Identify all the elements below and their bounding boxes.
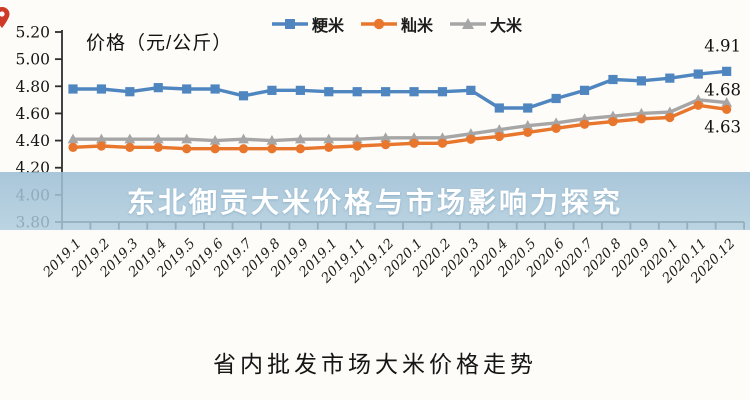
triangle-marker bbox=[181, 133, 193, 144]
square-marker bbox=[324, 87, 334, 97]
square-marker bbox=[182, 84, 192, 94]
circle-marker bbox=[551, 123, 561, 133]
end-value-label: 4.68 bbox=[704, 81, 741, 100]
chart-caption: 省内批发市场大米价格走势 bbox=[213, 352, 537, 378]
circle-marker bbox=[523, 127, 533, 138]
location-pin-icon bbox=[0, 7, 10, 28]
square-marker bbox=[579, 85, 590, 95]
triangle-marker bbox=[323, 133, 335, 144]
square-marker bbox=[238, 91, 249, 101]
triangle-marker bbox=[124, 133, 136, 144]
triangle-marker bbox=[209, 134, 221, 145]
triangle-marker bbox=[721, 96, 733, 107]
y-tick-label: 5.20 bbox=[15, 24, 50, 42]
square-marker bbox=[409, 87, 419, 97]
square-marker bbox=[551, 93, 561, 104]
square-marker bbox=[96, 84, 107, 94]
triangle-marker bbox=[294, 133, 306, 144]
square-marker bbox=[722, 66, 732, 76]
legend-item-籼米: 籼米 bbox=[361, 12, 433, 36]
triangle-marker bbox=[522, 120, 534, 130]
triangle-marker bbox=[67, 133, 79, 144]
circle-marker bbox=[267, 144, 277, 154]
circle-marker bbox=[125, 142, 135, 152]
square-marker bbox=[494, 103, 504, 113]
legend-square-marker-icon bbox=[272, 19, 308, 29]
circle-marker bbox=[494, 131, 504, 142]
triangle-marker bbox=[380, 132, 392, 143]
square-marker bbox=[267, 85, 277, 95]
square-marker bbox=[153, 83, 163, 93]
triangle-marker bbox=[266, 134, 278, 145]
y-tick-label: 4.80 bbox=[15, 78, 50, 96]
legend-triangle-marker-icon bbox=[450, 18, 487, 29]
series-line bbox=[73, 69, 727, 110]
triangle-marker bbox=[152, 133, 164, 144]
circle-marker bbox=[437, 138, 448, 148]
location-pin-shape bbox=[0, 7, 10, 28]
square-marker bbox=[352, 87, 362, 97]
circle-marker bbox=[665, 112, 675, 123]
circle-marker bbox=[182, 144, 192, 154]
axis-unit-label: 价格（元/公斤） bbox=[86, 33, 233, 54]
legend-label: 籼米 bbox=[401, 18, 434, 35]
circle-marker bbox=[324, 142, 334, 152]
square-marker bbox=[693, 69, 703, 79]
square-marker bbox=[125, 87, 135, 97]
series-籼米 bbox=[68, 100, 732, 154]
circle-marker bbox=[722, 104, 732, 114]
end-value-label: 4.91 bbox=[704, 36, 741, 55]
circle-marker bbox=[68, 142, 78, 152]
circle-marker bbox=[210, 144, 220, 154]
circle-marker bbox=[636, 114, 647, 124]
circle-marker bbox=[153, 142, 163, 152]
series-粳米 bbox=[68, 66, 732, 113]
legend-item-粳米: 粳米 bbox=[272, 12, 344, 36]
circle-marker bbox=[381, 140, 391, 150]
legend-triangle bbox=[462, 18, 475, 29]
square-marker bbox=[381, 87, 391, 97]
triangle-marker bbox=[493, 124, 505, 134]
y-tick-label: 4.60 bbox=[15, 105, 50, 123]
triangle-marker bbox=[351, 133, 363, 144]
square-marker bbox=[608, 74, 618, 85]
square-marker bbox=[210, 84, 220, 94]
legend-circle bbox=[373, 18, 385, 30]
y-tick-label: 5.00 bbox=[15, 51, 50, 69]
square-marker bbox=[437, 87, 448, 97]
circle-marker bbox=[96, 141, 107, 151]
circle-marker bbox=[466, 134, 476, 144]
circle-marker bbox=[409, 138, 419, 148]
legend-circle-marker-icon bbox=[361, 18, 398, 30]
square-marker bbox=[68, 84, 78, 94]
series-line bbox=[72, 103, 727, 151]
end-value-label: 4.63 bbox=[704, 117, 741, 136]
legend-label: 粳米 bbox=[312, 18, 345, 35]
headline-banner: 东北御贡大米价格与市场影响力探究 bbox=[0, 172, 750, 230]
square-marker bbox=[665, 73, 675, 83]
circle-marker bbox=[693, 100, 703, 110]
series-line bbox=[73, 98, 727, 143]
triangle-marker bbox=[96, 133, 107, 144]
square-marker bbox=[466, 85, 476, 95]
y-tick-label: 4.40 bbox=[15, 132, 50, 150]
legend-label: 大米 bbox=[490, 18, 523, 35]
location-pin-hole bbox=[0, 11, 5, 17]
circle-marker bbox=[295, 144, 305, 154]
square-marker bbox=[636, 76, 646, 86]
legend-square bbox=[285, 19, 295, 29]
price-line-chart: 5.205.004.804.604.404.204.003.802019.120… bbox=[15, 24, 745, 287]
legend-item-大米: 大米 bbox=[450, 12, 522, 36]
headline-text: 东北御贡大米价格与市场影响力探究 bbox=[126, 187, 623, 218]
circle-marker bbox=[579, 119, 590, 129]
circle-marker bbox=[608, 116, 618, 127]
square-marker bbox=[295, 85, 305, 95]
square-marker bbox=[523, 103, 533, 113]
circle-marker bbox=[238, 144, 249, 154]
circle-marker bbox=[352, 141, 362, 151]
chart-legend: 粳米 籼米 大米 bbox=[272, 12, 522, 36]
triangle-marker bbox=[238, 133, 249, 144]
